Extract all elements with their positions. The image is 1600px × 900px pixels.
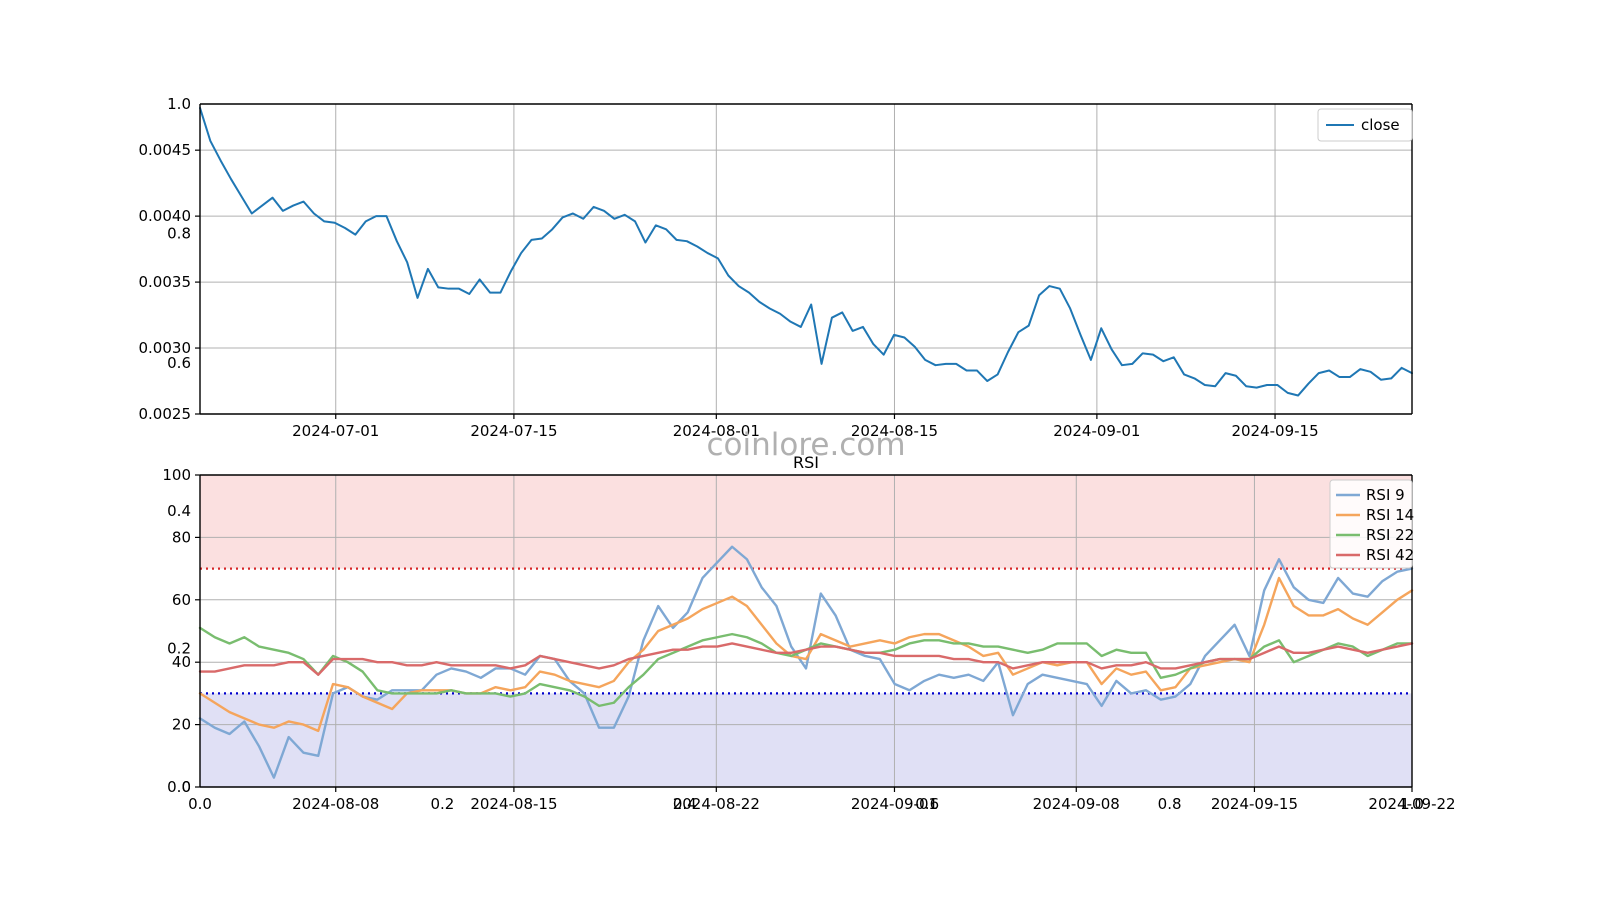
rsi-line-rsi42 bbox=[198, 642, 1414, 676]
rsi-panel-title: RSI bbox=[793, 453, 819, 472]
price-y-tick-label: 0.0040 bbox=[139, 207, 192, 225]
price-x-tick-label: 2024-08-15 bbox=[851, 422, 938, 440]
rsi-y-overlap-label: 0.4 bbox=[167, 502, 191, 520]
price-y-tick-label: 0.0030 bbox=[139, 339, 192, 357]
price-y-tick-label: 0.0035 bbox=[139, 273, 192, 291]
rsi-threshold-lines bbox=[200, 567, 1412, 695]
rsi-line-rsi14 bbox=[198, 576, 1414, 733]
rsi-overbought-band bbox=[200, 475, 1412, 569]
rsi-y-tick-label: 20 bbox=[172, 716, 191, 734]
price-y-overlap-labels: 1.0 0.8 0.6 bbox=[167, 95, 191, 372]
rsi-y-tick-label: 100 bbox=[162, 466, 191, 484]
rsi-x-axis-labels: 2024-08-08 2024-08-15 2024-08-22 2024-09-01… bbox=[292, 795, 1455, 813]
rsi-x-overlap-label: 0.6 bbox=[915, 795, 939, 813]
rsi-legend-label-rsi9: RSI 9 bbox=[1366, 486, 1405, 504]
rsi-x-tick-label: 2024-09-08 bbox=[1033, 795, 1120, 813]
rsi-y-tick-label: 0 bbox=[181, 778, 191, 796]
rsi-oversold-band bbox=[200, 693, 1412, 787]
rsi-legend-label-rsi42: RSI 42 bbox=[1366, 546, 1414, 564]
rsi-y-overlap-label: 0.2 bbox=[167, 639, 191, 657]
rsi-x-tick-label: 2024-09-15 bbox=[1211, 795, 1298, 813]
price-series-group bbox=[199, 106, 1413, 397]
price-chart-panel: 0.0045 0.0040 0.0035 0.0030 0.0025 1.0 0.8 0.6… bbox=[139, 95, 1413, 440]
rsi-legend-box bbox=[1329, 479, 1413, 569]
rsi-x-overlap-label: 0.8 bbox=[1158, 795, 1182, 813]
rsi-x-tick-label: 2024-08-22 bbox=[673, 795, 760, 813]
price-y-overlap-label: 1.0 bbox=[167, 95, 191, 113]
close-price-line bbox=[199, 106, 1413, 397]
price-x-tick-label: 2024-07-01 bbox=[292, 422, 379, 440]
price-grid bbox=[200, 104, 1412, 415]
price-x-tick-label: 2024-08-01 bbox=[673, 422, 760, 440]
rsi-x-overlap-labels: 0.0 0.2 0.4 0.6 0.8 1.0 bbox=[188, 795, 1424, 813]
rsi-y-tick-label: 60 bbox=[172, 591, 191, 609]
price-y-overlap-label: 0.8 bbox=[167, 225, 191, 243]
price-x-tick-label: 2024-09-01 bbox=[1053, 422, 1140, 440]
rsi-line-rsi9 bbox=[198, 545, 1414, 779]
rsi-threshold-bands bbox=[200, 475, 1412, 787]
rsi-x-overlap-label: 0.0 bbox=[188, 795, 212, 813]
price-y-tick-label: 0.0025 bbox=[139, 405, 192, 423]
rsi-y-axis-labels: 100 80 60 40 20 0 bbox=[162, 466, 191, 796]
price-legend-box bbox=[1317, 108, 1413, 142]
rsi-y-tick-label: 80 bbox=[172, 528, 191, 546]
rsi-series-group bbox=[198, 545, 1414, 779]
rsi-x-tick-label: 2024-09-01 bbox=[851, 795, 938, 813]
rsi-axes-spines bbox=[199, 474, 1413, 788]
price-tick-marks bbox=[195, 149, 1276, 419]
rsi-tick-marks bbox=[195, 474, 1413, 792]
price-x-tick-label: 2024-09-15 bbox=[1231, 422, 1318, 440]
rsi-y-overlap-label: 0.0 bbox=[167, 778, 191, 796]
price-x-tick-label: 2024-07-15 bbox=[470, 422, 557, 440]
price-axes-spines bbox=[199, 103, 1413, 415]
rsi-legend-label-rsi14: RSI 14 bbox=[1366, 506, 1414, 524]
rsi-x-tick-label: 2024-09-22 bbox=[1368, 795, 1455, 813]
price-y-overlap-label: 0.6 bbox=[167, 354, 191, 372]
rsi-y-tick-label: 40 bbox=[172, 653, 191, 671]
price-x-axis-labels: 2024-07-01 2024-07-15 2024-08-01 2024-08-15… bbox=[292, 422, 1318, 440]
price-y-axis-labels: 0.0045 0.0040 0.0035 0.0030 0.0025 bbox=[139, 141, 192, 423]
price-y-tick-label: 0.0045 bbox=[139, 141, 192, 159]
rsi-x-tick-label: 2024-08-08 bbox=[292, 795, 379, 813]
coinlore-watermark: coinlore.com bbox=[706, 427, 905, 463]
rsi-x-tick-label: 2024-08-15 bbox=[470, 795, 557, 813]
rsi-x-overlap-label: 1.0 bbox=[1400, 795, 1424, 813]
rsi-legend[interactable]: RSI 9 RSI 14 RSI 22 RSI 42 bbox=[1329, 479, 1414, 569]
rsi-y-overlap-labels: 0.4 0.2 0.0 bbox=[167, 502, 191, 796]
price-legend-label-close: close bbox=[1361, 116, 1400, 134]
price-legend[interactable]: close bbox=[1317, 108, 1413, 142]
rsi-x-overlap-label: 0.4 bbox=[673, 795, 697, 813]
rsi-x-overlap-label: 0.2 bbox=[430, 795, 454, 813]
rsi-legend-label-rsi22: RSI 22 bbox=[1366, 526, 1414, 544]
